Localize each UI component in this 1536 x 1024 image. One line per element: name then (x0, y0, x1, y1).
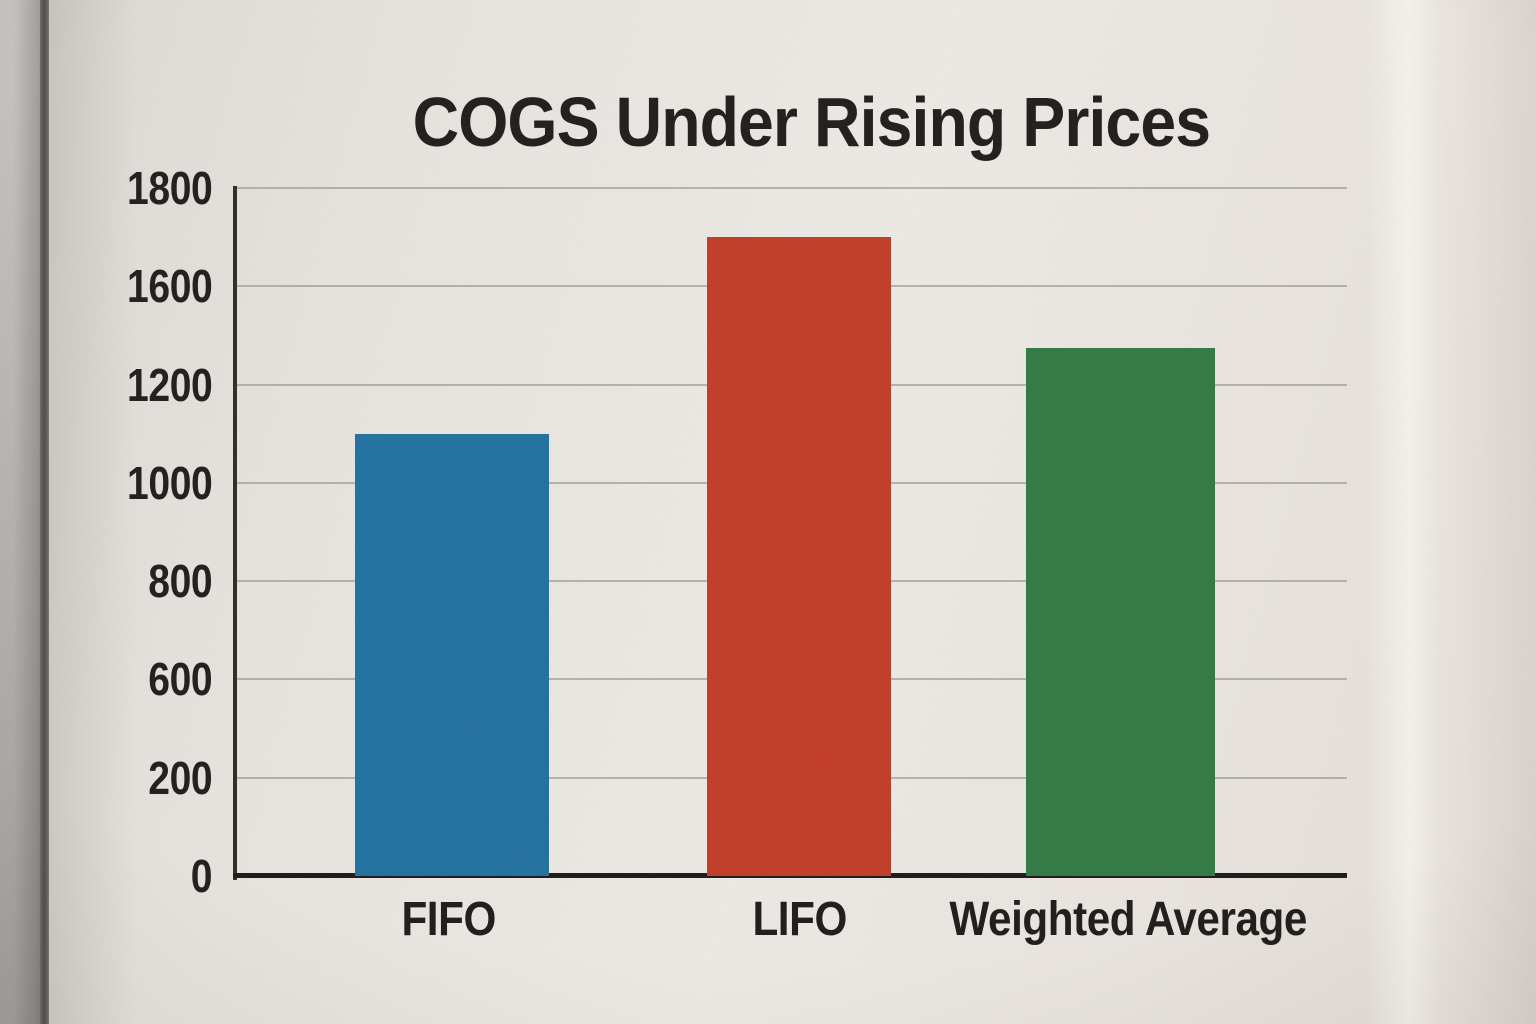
x-axis-label-text: FIFO (401, 893, 497, 946)
y-axis-tick-text: 1200 (126, 358, 213, 411)
bar-weighted-average (1026, 347, 1215, 876)
x-axis-label-text: Weighted Average (949, 893, 1307, 946)
y-axis-tick-label: 1200 (0, 357, 213, 413)
y-axis-tick-text: 200 (148, 751, 212, 804)
y-axis-tick-label: 1800 (0, 160, 213, 216)
y-axis-tick-text: 1600 (126, 260, 213, 313)
plot-area (233, 186, 1347, 880)
y-axis-tick-label: 800 (0, 553, 212, 609)
y-axis-line (233, 186, 237, 880)
y-axis-tick-label: 200 (0, 750, 212, 806)
bar-fifo (355, 433, 549, 876)
y-axis-tick-text: 1800 (126, 162, 213, 214)
x-axis-label-weighted-average: Weighted Average (878, 890, 1378, 950)
y-axis-tick-text: 800 (148, 555, 212, 608)
gridline (237, 187, 1347, 189)
y-axis-tick-text: 600 (148, 653, 212, 706)
chart-title-box: COGS Under Rising Prices (378, 84, 1211, 160)
y-axis-tick-label: 1000 (0, 455, 213, 511)
x-axis-label-text: LIFO (752, 893, 848, 946)
chart-title: COGS Under Rising Prices (412, 83, 1211, 161)
y-axis-tick-label: 0 (0, 848, 213, 904)
y-axis-tick-text: 1000 (126, 456, 213, 509)
y-axis-tick-label: 1600 (0, 258, 213, 314)
bar-lifo (707, 237, 891, 876)
y-axis-tick-label: 600 (0, 651, 212, 707)
